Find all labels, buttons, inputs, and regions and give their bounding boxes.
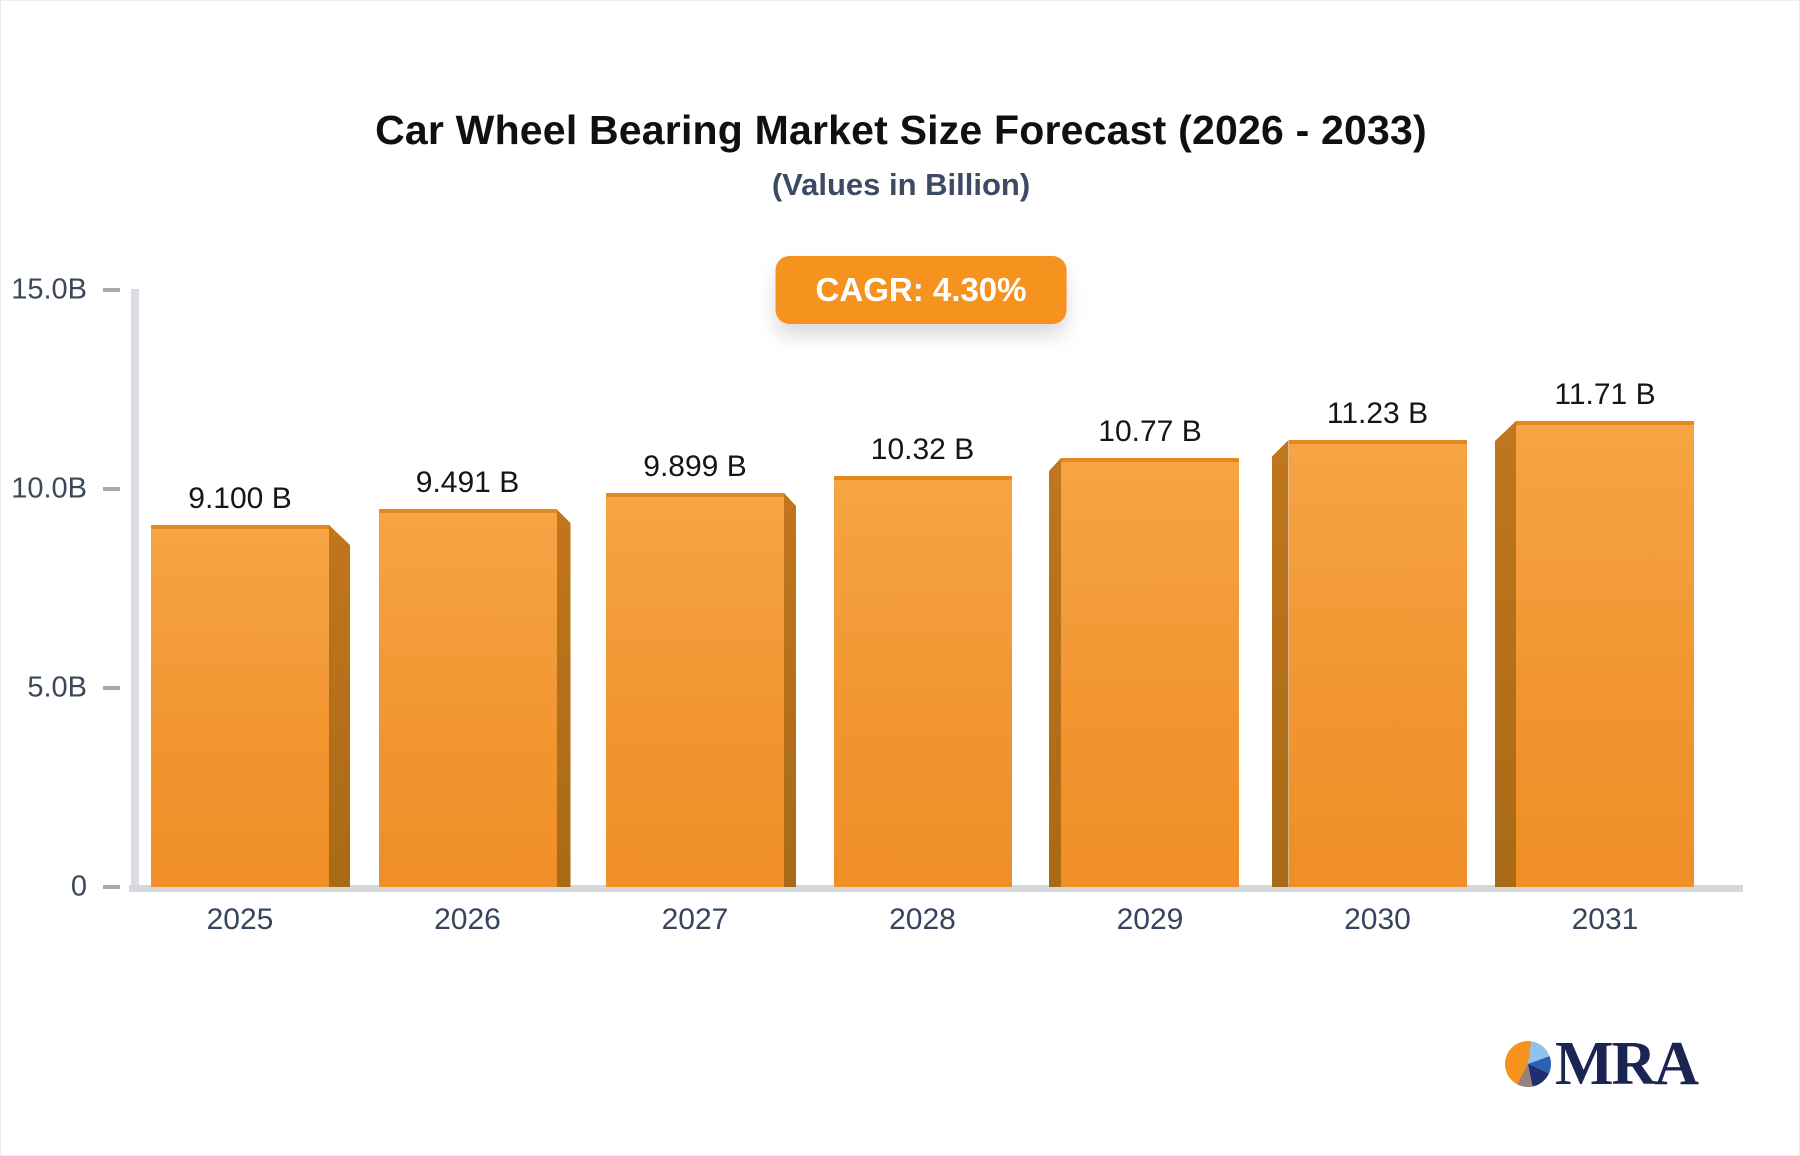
bar-value-label: 9.491 B xyxy=(415,466,520,499)
y-axis-tick xyxy=(103,885,120,889)
bar-face xyxy=(1288,440,1467,887)
bar-side-face xyxy=(329,525,350,887)
x-axis-line xyxy=(129,885,1743,892)
cagr-badge: CAGR: 4.30% xyxy=(775,256,1067,324)
x-axis-label: 2026 xyxy=(434,903,501,936)
bar-group-2029: 10.77 B 2029 xyxy=(1049,415,1239,936)
x-axis-label: 2025 xyxy=(206,903,274,936)
bar-face xyxy=(378,509,557,887)
bar-face xyxy=(606,493,784,887)
bar-value-label: 11.71 B xyxy=(1554,378,1656,411)
bar-group-2030: 11.23 B 2030 xyxy=(1271,397,1467,936)
bar-side-face xyxy=(556,509,571,887)
x-axis-label: 2027 xyxy=(661,903,729,936)
bar-group-2026: 9.491 B 2026 xyxy=(378,466,571,936)
bar-group-2025: 9.100 B 2025 xyxy=(151,482,350,936)
page-title: Car Wheel Bearing Market Size Forecast (… xyxy=(375,107,1427,153)
bar-group-2031: 11.71 B 2031 xyxy=(1495,378,1694,936)
pie-chart-icon xyxy=(1505,1041,1551,1087)
y-axis-label: 10.0B xyxy=(11,472,87,505)
bar-value-label: 9.899 B xyxy=(643,450,747,483)
bar-face xyxy=(1516,421,1694,887)
x-axis-label: 2030 xyxy=(1344,903,1411,936)
y-axis-tick xyxy=(103,686,120,690)
x-axis-label: 2031 xyxy=(1571,903,1639,936)
y-axis-line xyxy=(131,289,139,888)
bar-face xyxy=(833,476,1012,887)
x-axis-label: 2029 xyxy=(1116,903,1184,936)
y-axis-tick xyxy=(103,288,120,292)
logo-text: MRA xyxy=(1555,1030,1699,1098)
bar-side-face xyxy=(1049,458,1061,887)
bar-value-label: 9.100 B xyxy=(188,482,292,515)
y-axis-label: 15.0B xyxy=(11,273,87,306)
bar-group-2028: 10.32 B 2028 xyxy=(833,433,1012,936)
page-subtitle: (Values in Billion) xyxy=(771,167,1031,202)
y-axis-tick xyxy=(103,487,120,491)
bar-group-2027: 9.899 B 2027 xyxy=(606,450,796,936)
bar-value-label: 11.23 B xyxy=(1326,397,1429,430)
bar-face xyxy=(151,525,329,887)
x-axis-label: 2028 xyxy=(889,903,956,936)
bar-side-face xyxy=(784,493,796,887)
bar-value-label: 10.77 B xyxy=(1098,415,1202,448)
bar-side-face xyxy=(1271,440,1289,887)
bar-face xyxy=(1061,458,1239,887)
bar-value-label: 10.32 B xyxy=(870,433,975,466)
bar-side-face xyxy=(1495,421,1516,887)
y-axis-label: 0 xyxy=(70,870,87,903)
y-axis-label: 5.0B xyxy=(27,671,87,704)
brand-logo: MRA xyxy=(1505,1030,1699,1098)
